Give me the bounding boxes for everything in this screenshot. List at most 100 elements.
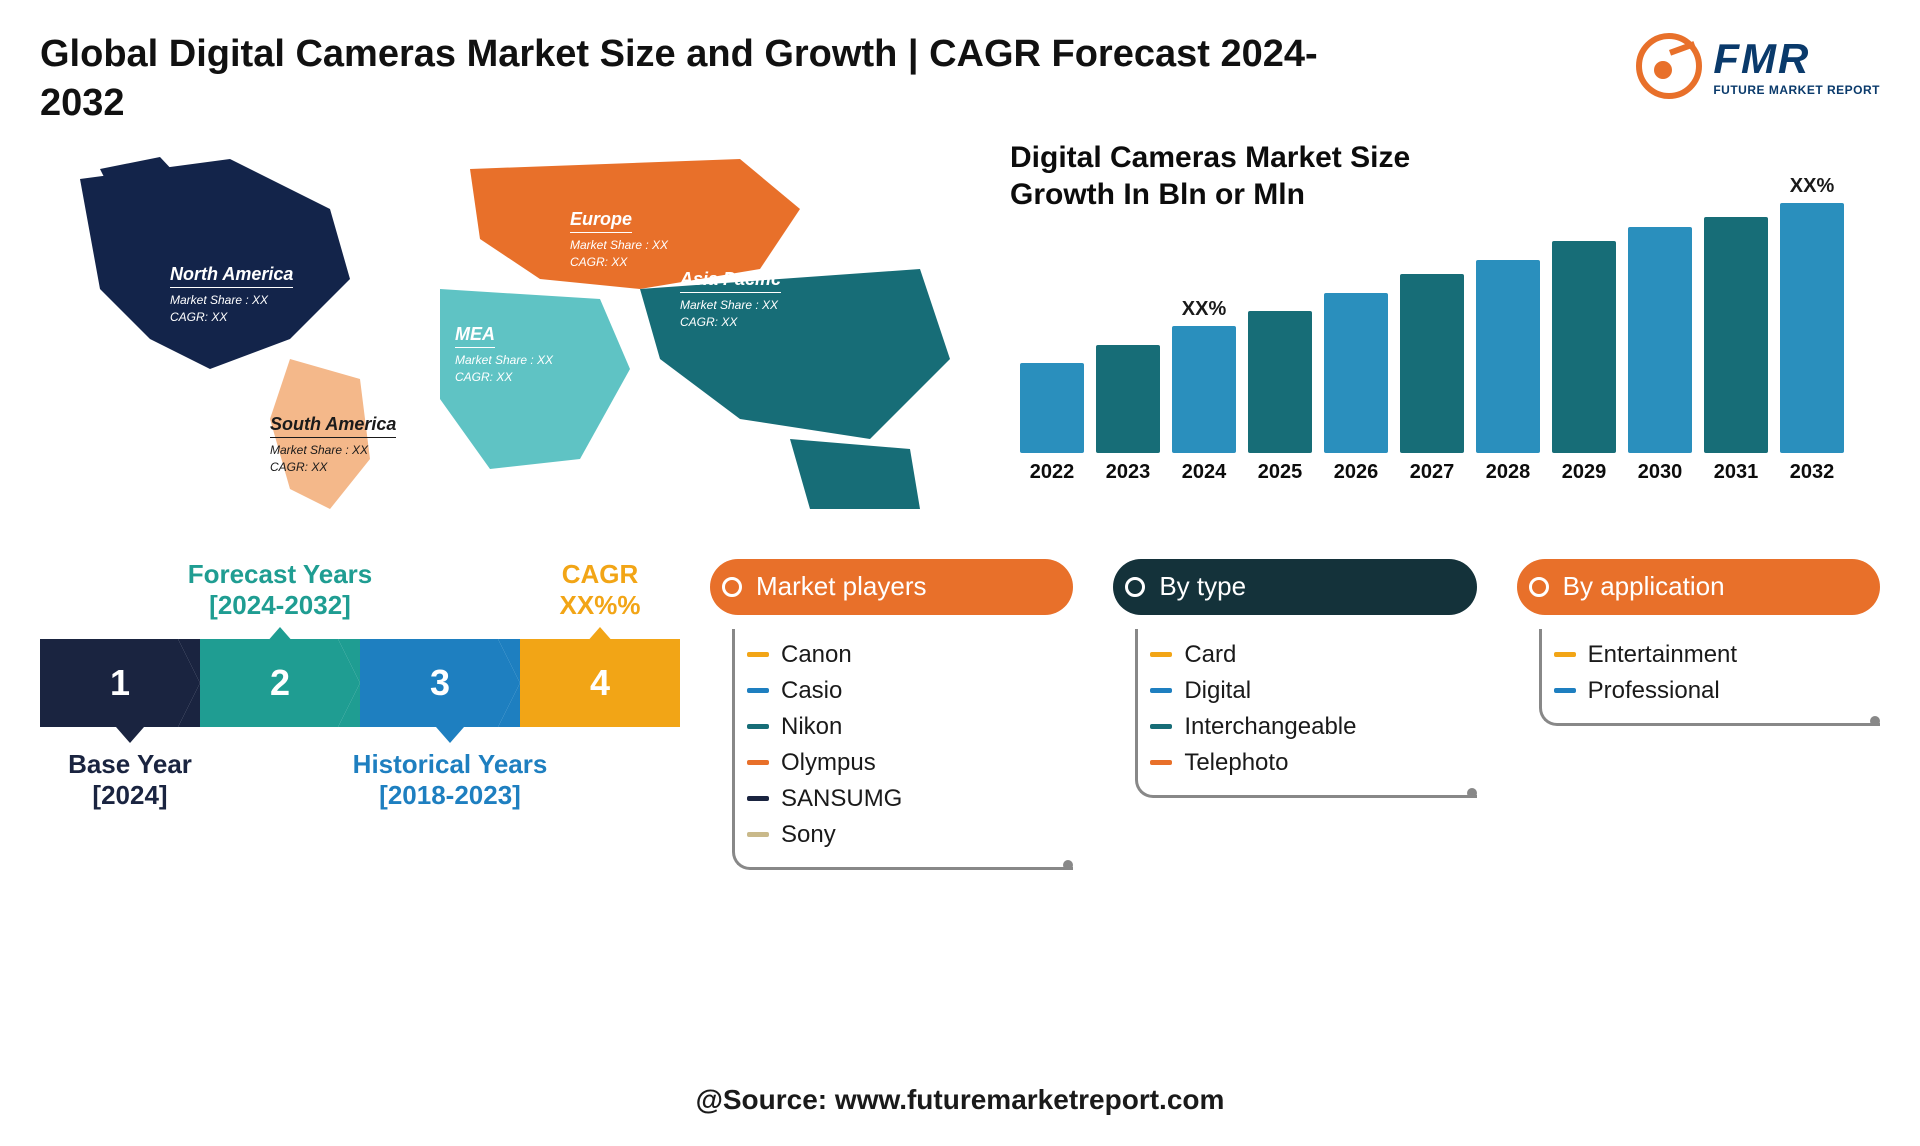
item-label: Canon <box>781 641 852 669</box>
item-label: Entertainment <box>1588 641 1737 669</box>
region-label-ap: Asia Pacific Market Share : XX CAGR: XX <box>680 269 781 331</box>
dash-icon <box>1554 652 1576 657</box>
dash-icon <box>1150 760 1172 765</box>
item-label: Nikon <box>781 713 842 741</box>
item-label: SANSUMG <box>781 785 902 813</box>
bar-2026: 2026 <box>1324 293 1388 484</box>
bar-2022: 2022 <box>1020 363 1084 484</box>
item-label: Interchangeable <box>1184 713 1356 741</box>
timeline-label-title: CAGR <box>500 559 700 590</box>
bar-rect <box>1172 326 1236 453</box>
region-cagr: CAGR: XX <box>680 314 781 331</box>
bar-2030: 2030 <box>1628 227 1692 484</box>
region-name: MEA <box>455 324 495 348</box>
bar-rect <box>1704 217 1768 453</box>
region-label-sa: South America Market Share : XX CAGR: XX <box>270 414 396 476</box>
list-item: Card <box>1138 637 1476 673</box>
page-title: Global Digital Cameras Market Size and G… <box>40 30 1390 129</box>
triangle-down-icon <box>116 727 144 743</box>
world-map: North America Market Share : XX CAGR: XX… <box>40 139 980 519</box>
timeline-seg-1: 1 <box>40 639 200 727</box>
region-share: Market Share : XX <box>680 297 781 314</box>
bar-rect <box>1552 241 1616 453</box>
timeline-label-bottom: Historical Years[2018-2023] <box>330 727 570 811</box>
region-share: Market Share : XX <box>455 352 553 369</box>
region-share: Market Share : XX <box>570 237 668 254</box>
bar-2023: 2023 <box>1096 345 1160 484</box>
item-label: Olympus <box>781 749 876 777</box>
list-item: Entertainment <box>1542 637 1880 673</box>
timeline-label-top: Forecast Years[2024-2032] <box>180 559 380 643</box>
timeline-label-title: Base Year <box>10 749 250 780</box>
region-label-na: North America Market Share : XX CAGR: XX <box>170 264 293 326</box>
region-label-mea: MEA Market Share : XX CAGR: XX <box>455 324 553 386</box>
item-label: Telephoto <box>1184 749 1288 777</box>
region-label-eu: Europe Market Share : XX CAGR: XX <box>570 209 668 271</box>
bar-annotation: XX% <box>1182 298 1226 321</box>
bar-annotation: XX% <box>1790 175 1834 198</box>
item-label: Professional <box>1588 677 1720 705</box>
fmr-logo-icon <box>1633 30 1705 102</box>
bar-year-label: 2025 <box>1258 461 1303 484</box>
timeline-seg-3: 3 <box>360 639 520 727</box>
list-item: Nikon <box>735 709 1073 745</box>
fmr-logo: FMR FUTURE MARKET REPORT <box>1633 30 1880 102</box>
list-item: Casio <box>735 673 1073 709</box>
timeline-label-sub: [2018-2023] <box>330 780 570 811</box>
category-list: CardDigitalInterchangeableTelephoto <box>1135 629 1476 798</box>
category-market-players: Market players Canon Casio Nikon Olympus SANS… <box>710 559 1073 870</box>
dash-icon <box>747 796 769 801</box>
bar-year-label: 2030 <box>1638 461 1683 484</box>
chevron-icon <box>498 639 520 727</box>
circle-icon <box>1529 577 1549 597</box>
list-item: SANSUMG <box>735 781 1073 817</box>
region-share: Market Share : XX <box>270 442 396 459</box>
timeline-label-sub: XX%% <box>500 590 700 621</box>
region-cagr: CAGR: XX <box>270 459 396 476</box>
category-by-application: By applicationEntertainmentProfessional <box>1517 559 1880 870</box>
region-name: Europe <box>570 209 632 233</box>
timeline-label-title: Forecast Years <box>180 559 380 590</box>
list-item: Professional <box>1542 673 1880 709</box>
chevron-icon <box>178 639 200 727</box>
bar-rect <box>1476 260 1540 453</box>
bar-rect <box>1096 345 1160 453</box>
bar-2027: 2027 <box>1400 274 1464 484</box>
list-item: Canon <box>735 637 1073 673</box>
bar-year-label: 2029 <box>1562 461 1607 484</box>
category-pill: By type <box>1113 559 1476 615</box>
growth-bar-chart: Digital Cameras Market Size Growth In Bl… <box>1010 139 1880 519</box>
bar-2031: 2031 <box>1704 217 1768 484</box>
list-item: Olympus <box>735 745 1073 781</box>
bar-2032: XX% 2032 <box>1780 203 1844 484</box>
logo-text-sub: FUTURE MARKET REPORT <box>1713 83 1880 97</box>
dash-icon <box>1150 652 1172 657</box>
region-name: North America <box>170 264 293 288</box>
region-cagr: CAGR: XX <box>570 254 668 271</box>
bar-year-label: 2022 <box>1030 461 1075 484</box>
item-label: Casio <box>781 677 842 705</box>
category-list: Canon Casio Nikon Olympus SANSUMG Sony <box>732 629 1073 870</box>
bar-2029: 2029 <box>1552 241 1616 484</box>
bar-year-label: 2023 <box>1106 461 1151 484</box>
map-north-america <box>80 157 350 369</box>
list-item: Sony <box>735 817 1073 853</box>
dash-icon <box>1554 688 1576 693</box>
circle-icon <box>722 577 742 597</box>
bar-year-label: 2027 <box>1410 461 1455 484</box>
bar-2025: 2025 <box>1248 311 1312 484</box>
circle-icon <box>1125 577 1145 597</box>
category-title: Market players <box>756 571 927 602</box>
bar-year-label: 2024 <box>1182 461 1227 484</box>
list-item: Interchangeable <box>1138 709 1476 745</box>
region-cagr: CAGR: XX <box>455 369 553 386</box>
dash-icon <box>747 688 769 693</box>
timeline-label-sub: [2024-2032] <box>180 590 380 621</box>
bar-rect <box>1780 203 1844 453</box>
category-by-type: By typeCardDigitalInterchangeableTelepho… <box>1113 559 1476 870</box>
bar-rect <box>1248 311 1312 453</box>
bar-2024: XX% 2024 <box>1172 326 1236 484</box>
timeline-section: Forecast Years[2024-2032]CAGRXX%% 1234 B… <box>40 559 680 847</box>
dash-icon <box>747 652 769 657</box>
triangle-down-icon <box>436 727 464 743</box>
